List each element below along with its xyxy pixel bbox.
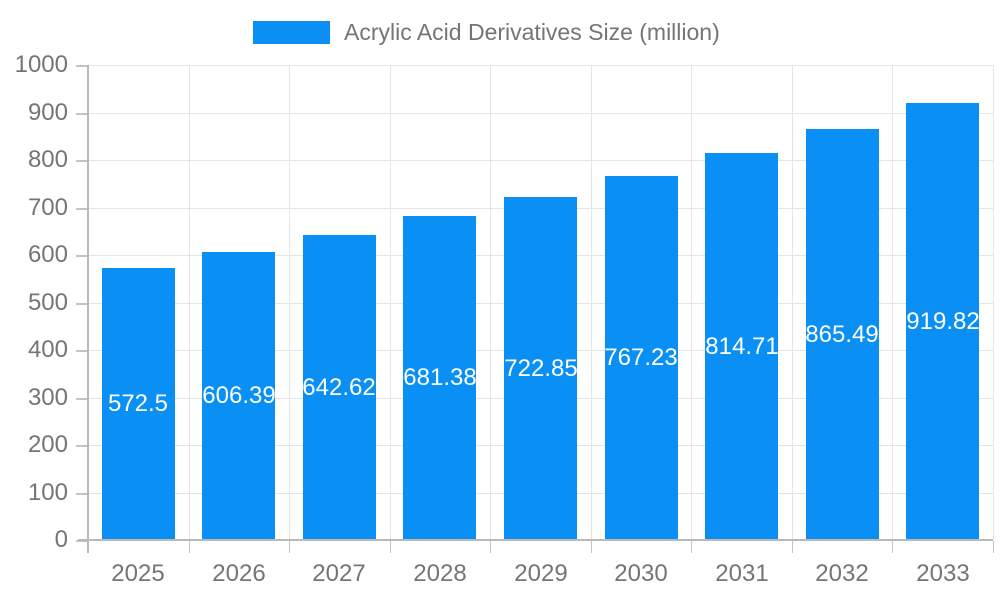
legend[interactable]: Acrylic Acid Derivatives Size (million): [253, 18, 720, 45]
y-axis-tick: [76, 350, 88, 352]
legend-swatch-icon: [253, 20, 330, 44]
x-tick-label: 2033: [916, 560, 970, 587]
bar-value-label: 606.39: [202, 382, 276, 409]
bar-value-label: 572.5: [107, 390, 169, 417]
y-tick-label: 200: [27, 431, 68, 458]
v-gridline: [792, 65, 793, 540]
x-axis-tick: [892, 541, 893, 553]
y-axis-tick: [76, 493, 88, 495]
bar-2031[interactable]: [705, 153, 778, 540]
x-tick-label: 2026: [212, 560, 266, 587]
bar-2029[interactable]: [504, 197, 577, 540]
y-tick-label: 900: [27, 99, 68, 126]
y-axis-tick: [76, 65, 88, 67]
h-gridline: [88, 65, 993, 66]
x-axis-line: [78, 539, 993, 541]
y-axis-tick: [76, 208, 88, 210]
x-axis-tick: [490, 541, 491, 553]
x-axis-tick: [289, 541, 290, 553]
bar-2030[interactable]: [605, 176, 678, 540]
v-gridline: [892, 65, 893, 540]
bar-2027[interactable]: [303, 235, 376, 540]
y-tick-label: 300: [27, 384, 68, 411]
v-gridline: [691, 65, 692, 540]
y-tick-label: 800: [27, 146, 68, 173]
v-gridline: [390, 65, 391, 540]
y-axis-tick: [76, 445, 88, 447]
x-tick-label: 2030: [614, 560, 668, 587]
y-axis-tick: [76, 398, 88, 400]
x-tick-label: 2027: [312, 560, 366, 587]
y-axis-tick: [76, 540, 88, 542]
x-axis-tick: [993, 541, 994, 553]
y-axis-tick: [76, 113, 88, 115]
bar-2028[interactable]: [403, 216, 476, 540]
bar-value-label: 722.85: [504, 355, 578, 382]
bar-2025[interactable]: [102, 268, 175, 540]
v-gridline: [591, 65, 592, 540]
y-tick-label: 0: [54, 526, 68, 553]
bar-value-label: 642.62: [302, 374, 376, 401]
y-tick-label: 500: [27, 289, 68, 316]
x-tick-label: 2029: [514, 560, 568, 587]
x-axis-tick: [792, 541, 793, 553]
v-gridline: [189, 65, 190, 540]
y-tick-label: 1000: [14, 51, 68, 78]
bar-value-label: 919.82: [906, 308, 980, 335]
v-gridline: [993, 65, 994, 540]
bar-2033[interactable]: [906, 103, 979, 540]
legend-label: Acrylic Acid Derivatives Size (million): [344, 18, 720, 45]
y-tick-label: 400: [27, 336, 68, 363]
y-axis-tick: [76, 255, 88, 257]
x-tick-label: 2031: [715, 560, 769, 587]
v-gridline: [289, 65, 290, 540]
bar-2032[interactable]: [806, 129, 879, 540]
x-tick-label: 2032: [815, 560, 869, 587]
bar-value-label: 814.71: [705, 333, 779, 360]
bar-value-label: 767.23: [604, 344, 678, 371]
x-tick-label: 2025: [111, 560, 165, 587]
x-axis-tick: [591, 541, 592, 553]
y-axis-tick: [76, 160, 88, 162]
h-gridline: [88, 113, 993, 114]
y-tick-label: 100: [27, 479, 68, 506]
bar-value-label: 681.38: [403, 364, 477, 391]
bar-2026[interactable]: [202, 252, 275, 540]
y-axis-line: [87, 65, 89, 553]
y-axis-tick: [76, 303, 88, 305]
h-gridline: [88, 160, 993, 161]
x-axis-tick: [691, 541, 692, 553]
x-axis-tick: [189, 541, 190, 553]
y-tick-label: 700: [27, 194, 68, 221]
y-tick-label: 600: [27, 241, 68, 268]
v-gridline: [490, 65, 491, 540]
x-tick-label: 2028: [413, 560, 467, 587]
bar-value-label: 865.49: [805, 321, 879, 348]
x-axis-tick: [390, 541, 391, 553]
